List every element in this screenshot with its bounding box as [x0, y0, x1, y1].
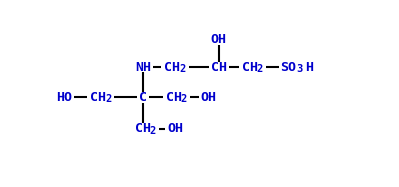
Text: CH: CH	[166, 91, 182, 104]
Text: NH: NH	[135, 61, 151, 74]
Text: CH: CH	[242, 61, 258, 74]
Text: CH: CH	[90, 91, 106, 104]
Text: OH: OH	[201, 91, 217, 104]
Text: C: C	[139, 91, 147, 104]
Text: SO: SO	[280, 61, 296, 74]
Text: 2: 2	[179, 64, 186, 74]
Text: OH: OH	[211, 33, 227, 46]
Text: 3: 3	[296, 64, 302, 74]
Text: 2: 2	[150, 126, 156, 136]
Text: CH: CH	[135, 122, 151, 135]
Text: CH: CH	[164, 61, 180, 74]
Text: H: H	[306, 61, 314, 74]
Text: 2: 2	[257, 64, 263, 74]
Text: CH: CH	[211, 61, 227, 74]
Text: HO: HO	[56, 91, 72, 104]
Text: 2: 2	[105, 94, 111, 105]
Text: OH: OH	[168, 122, 184, 135]
Text: 2: 2	[181, 94, 187, 105]
